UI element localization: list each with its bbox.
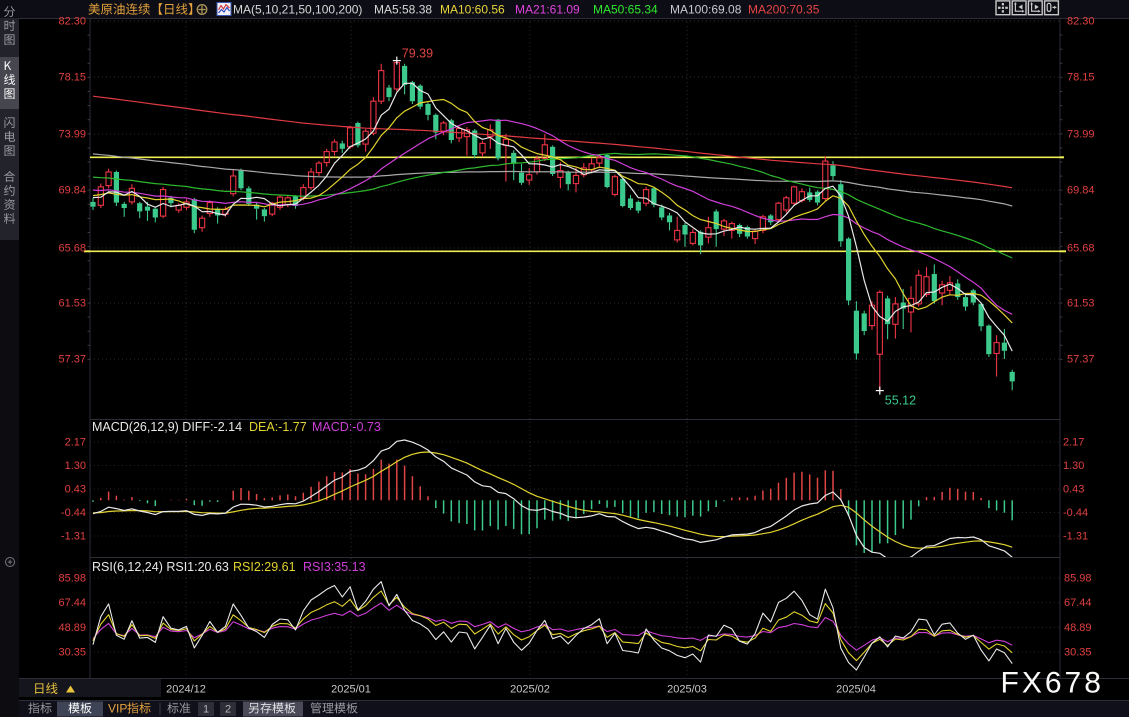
- svg-text:RSI2:29.61: RSI2:29.61: [233, 560, 296, 574]
- svg-text:2025/03: 2025/03: [667, 684, 707, 696]
- svg-text:82.30: 82.30: [58, 16, 86, 28]
- svg-text:73.99: 73.99: [1067, 129, 1095, 141]
- svg-text:2: 2: [225, 704, 231, 716]
- svg-text:2024/12: 2024/12: [166, 684, 206, 696]
- svg-text:30.35: 30.35: [58, 647, 86, 659]
- svg-text:MACD(26,12,9) DIFF:-2.14: MACD(26,12,9) DIFF:-2.14: [92, 420, 242, 434]
- svg-text:0.43: 0.43: [1063, 484, 1084, 496]
- svg-text:67.44: 67.44: [58, 597, 86, 609]
- svg-text:MA10:60.56: MA10:60.56: [440, 3, 505, 17]
- svg-text:1.30: 1.30: [1063, 460, 1084, 472]
- svg-text:1.30: 1.30: [65, 460, 86, 472]
- svg-text:MA21:61.09: MA21:61.09: [515, 3, 580, 17]
- svg-text:57.37: 57.37: [58, 354, 86, 366]
- svg-text:67.44: 67.44: [1064, 597, 1092, 609]
- svg-text:MACD:-0.73: MACD:-0.73: [312, 420, 381, 434]
- svg-text:2025/02: 2025/02: [510, 684, 550, 696]
- svg-text:57.37: 57.37: [1067, 354, 1095, 366]
- svg-text:69.84: 69.84: [58, 185, 86, 197]
- svg-text:2.17: 2.17: [65, 437, 86, 449]
- svg-text:30.35: 30.35: [1064, 647, 1092, 659]
- svg-text:-1.31: -1.31: [1063, 531, 1088, 543]
- svg-text:2025/04: 2025/04: [836, 684, 876, 696]
- svg-text:85.98: 85.98: [58, 573, 86, 585]
- svg-text:VIP: VIP: [108, 702, 127, 716]
- svg-text:61.53: 61.53: [1067, 298, 1095, 310]
- svg-text:1: 1: [203, 704, 209, 716]
- svg-text:79.39: 79.39: [402, 47, 433, 61]
- svg-text:MA50:65.34: MA50:65.34: [593, 3, 658, 17]
- svg-text:85.98: 85.98: [1064, 573, 1092, 585]
- svg-text:RSI3:35.13: RSI3:35.13: [303, 560, 366, 574]
- svg-text:78.15: 78.15: [58, 72, 86, 84]
- svg-text:-1.31: -1.31: [61, 531, 86, 543]
- svg-text:MA(5,10,21,50,100,200): MA(5,10,21,50,100,200): [233, 3, 362, 17]
- svg-text:MA100:69.08: MA100:69.08: [670, 3, 742, 17]
- svg-text:MA5:58.38: MA5:58.38: [374, 3, 432, 17]
- svg-text:0.43: 0.43: [65, 484, 86, 496]
- svg-text:55.12: 55.12: [885, 394, 916, 408]
- svg-text:FX678: FX678: [1001, 667, 1104, 700]
- svg-text:69.84: 69.84: [1067, 185, 1095, 197]
- svg-text:65.68: 65.68: [58, 243, 86, 255]
- svg-text:61.53: 61.53: [58, 298, 86, 310]
- svg-text:2.17: 2.17: [1063, 437, 1084, 449]
- svg-text:-0.44: -0.44: [61, 507, 86, 519]
- svg-text:RSI(6,12,24) RSI1:20.63: RSI(6,12,24) RSI1:20.63: [92, 560, 229, 574]
- svg-text:78.15: 78.15: [1067, 72, 1095, 84]
- svg-text:DEA:-1.77: DEA:-1.77: [249, 420, 307, 434]
- svg-text:48.89: 48.89: [1064, 622, 1092, 634]
- svg-text:2025/01: 2025/01: [331, 684, 371, 696]
- svg-text:82.30: 82.30: [1067, 16, 1095, 28]
- svg-text:73.99: 73.99: [58, 129, 86, 141]
- svg-text:MA200:70.35: MA200:70.35: [748, 3, 820, 17]
- svg-text:48.89: 48.89: [58, 622, 86, 634]
- svg-text:-0.44: -0.44: [1063, 507, 1088, 519]
- svg-text:65.68: 65.68: [1067, 243, 1095, 255]
